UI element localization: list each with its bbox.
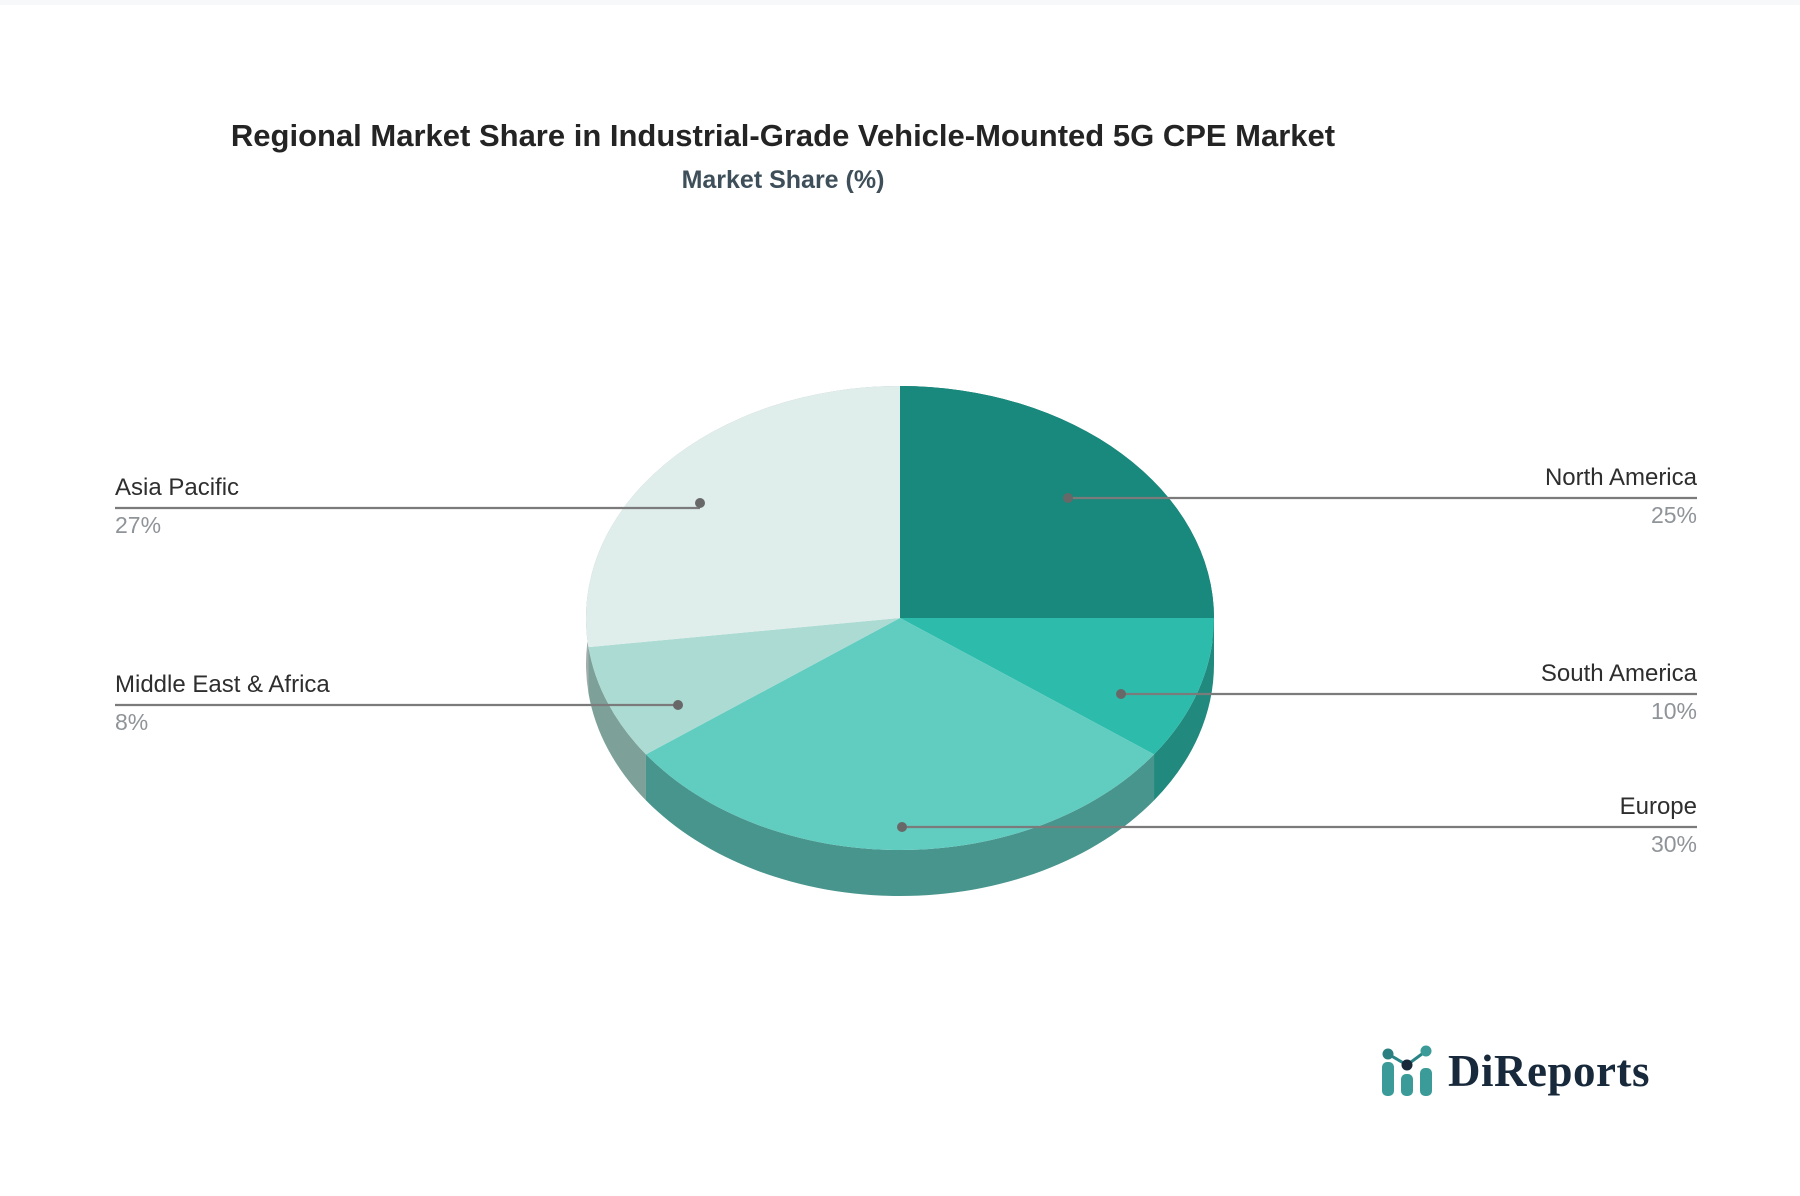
pie-slice-europe[interactable] — [645, 618, 1155, 850]
callout-value-north-america: 25% — [1650, 502, 1697, 528]
leader-dot-middle-east-africa — [673, 700, 683, 710]
window-top-strip — [0, 0, 1800, 5]
callout-value-europe: 30% — [1650, 831, 1697, 857]
pie-slice-north-america[interactable] — [900, 386, 1214, 618]
leader-dot-europe — [897, 822, 907, 832]
callout-europe: Europe 30% — [1620, 795, 1697, 856]
pie-slice-side-south-america — [1154, 618, 1214, 801]
callout-label-europe: Europe — [1619, 793, 1697, 820]
chart-title: Regional Market Share in Industrial-Grad… — [230, 118, 1336, 153]
callout-label-middle-east-africa: Middle East & Africa — [115, 671, 330, 698]
callout-value-asia-pacific: 27% — [115, 512, 162, 538]
callout-value-south-america: 10% — [1650, 698, 1697, 724]
callout-north-america: North America 25% — [1545, 466, 1697, 527]
callout-value-middle-east-africa: 8% — [115, 709, 149, 735]
leader-dot-north-america — [1063, 493, 1073, 503]
direports-logo: DiReports — [1378, 1036, 1650, 1106]
pie-slice-south-america[interactable] — [900, 618, 1214, 755]
pie-slice-middle-east-africa[interactable] — [588, 618, 900, 755]
callout-south-america: South America 10% — [1541, 662, 1697, 723]
leader-dot-asia-pacific — [695, 498, 705, 508]
leader-dot-south-america — [1116, 689, 1126, 699]
callout-label-south-america: South America — [1540, 660, 1697, 687]
callout-middle-east-africa: Middle East & Africa 8% — [115, 673, 330, 734]
pie-slice-side-middle-east-africa — [588, 647, 646, 801]
callout-label-asia-pacific: Asia Pacific — [115, 474, 240, 501]
pie-slice-side-europe — [645, 754, 1155, 896]
callout-label-north-america: North America — [1544, 464, 1697, 491]
callout-asia-pacific: Asia Pacific 27% — [115, 476, 239, 537]
logo-text: DiReports — [1448, 1046, 1650, 1096]
chart-subtitle: Market Share (%) — [681, 166, 885, 194]
bar-chart-icon — [1382, 1045, 1432, 1096]
pie-slice-asia-pacific[interactable] — [586, 386, 900, 648]
